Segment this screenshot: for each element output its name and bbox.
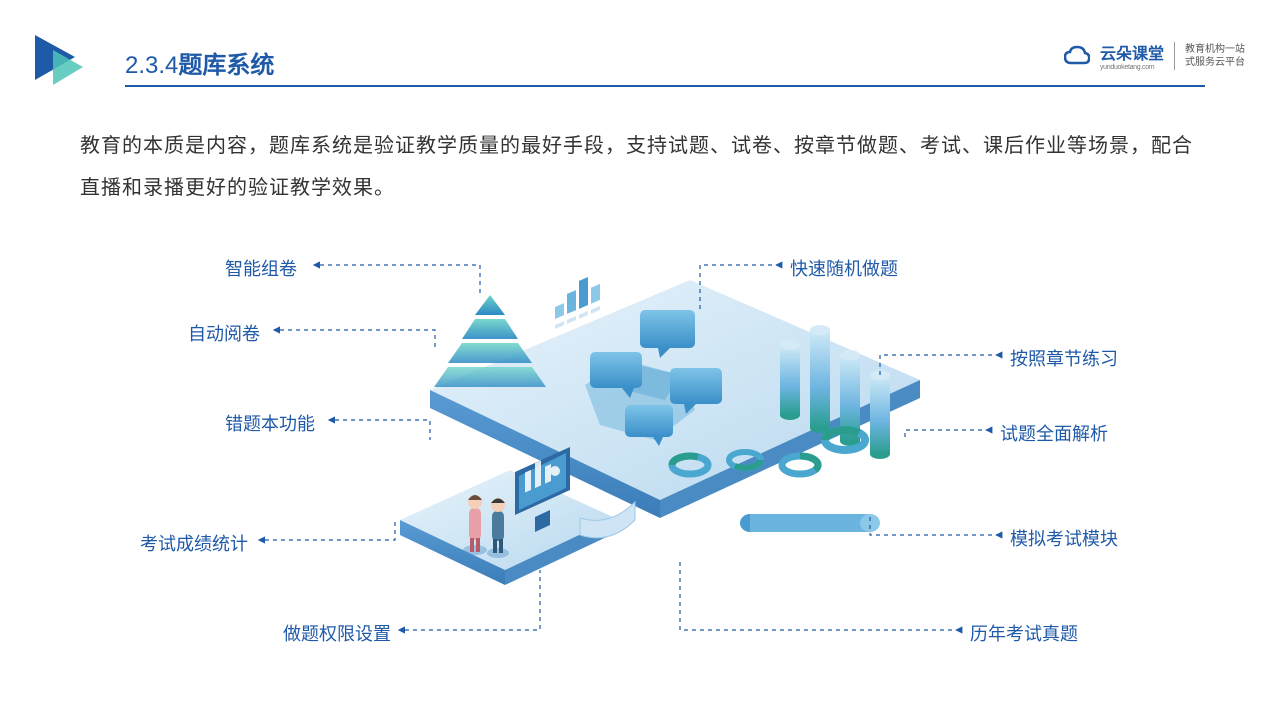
- isometric-illustration: [380, 240, 940, 620]
- feature-label: 做题权限设置: [283, 620, 391, 646]
- feature-label: 试题全面解析: [1000, 420, 1108, 446]
- bar-chart-icon: [555, 272, 600, 329]
- logo-tagline: 教育机构一站 式服务云平台: [1185, 43, 1245, 69]
- description-text: 教育的本质是内容，题库系统是验证教学质量的最好手段，支持试题、试卷、按章节做题、…: [80, 125, 1200, 209]
- feature-label: 自动阅卷: [188, 320, 260, 346]
- logo-area: 云朵课堂 yunduoketang.com 教育机构一站 式服务云平台: [1064, 40, 1245, 71]
- feature-label: 考试成绩统计: [140, 530, 248, 556]
- feature-label: 历年考试真题: [970, 620, 1078, 646]
- feature-label: 模拟考试模块: [1010, 525, 1118, 551]
- logo-tagline-2: 式服务云平台: [1185, 56, 1245, 69]
- logo-text-block: 云朵课堂 yunduoketang.com: [1100, 40, 1164, 71]
- feature-label: 按照章节练习: [1010, 345, 1118, 371]
- feature-diagram: 智能组卷自动阅卷错题本功能考试成绩统计做题权限设置 快速随机做题按照章节练习试题全…: [0, 230, 1280, 660]
- feature-label: 错题本功能: [225, 410, 315, 436]
- cloud-icon: [1064, 45, 1090, 67]
- page-title: 2.3.4题库系统: [125, 45, 274, 80]
- title-underline: [125, 85, 1205, 87]
- feature-label: 快速随机做题: [790, 255, 898, 281]
- logo-url: yunduoketang.com: [1100, 64, 1164, 71]
- logo-divider: [1174, 42, 1175, 70]
- section-number: 2.3.4: [125, 52, 178, 79]
- logo-tagline-1: 教育机构一站: [1185, 43, 1245, 56]
- section-arrow-icon: [35, 30, 90, 90]
- feature-label: 智能组卷: [225, 255, 297, 281]
- header: 2.3.4题库系统 云朵课堂 yunduoketang.com 教育机构一站 式…: [0, 30, 1280, 100]
- logo-name: 云朵课堂: [1100, 40, 1164, 64]
- title-text: 题库系统: [178, 52, 274, 79]
- pyramid-icon: [434, 295, 546, 387]
- pill-bar: [740, 514, 880, 532]
